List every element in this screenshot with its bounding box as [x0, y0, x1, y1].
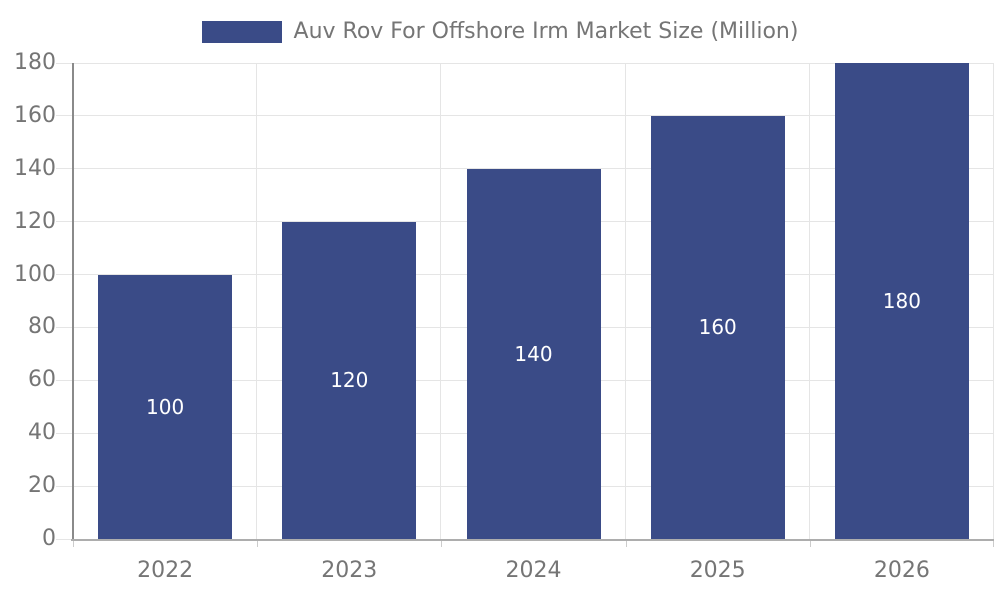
y-axis-tick — [56, 274, 73, 276]
y-axis-tick-label: 40 — [28, 420, 56, 446]
y-axis-tick — [56, 379, 73, 381]
x-axis-line — [71, 539, 994, 541]
gridline-horizontal — [73, 62, 994, 64]
y-axis-tick — [56, 168, 73, 170]
gridline-vertical — [808, 63, 810, 539]
x-axis-tick — [993, 539, 994, 547]
bar-2026: 180 — [834, 63, 969, 539]
bar-2025: 160 — [650, 115, 785, 539]
y-axis-line — [72, 63, 74, 541]
gridline-vertical — [256, 63, 258, 539]
x-axis-tick — [809, 539, 811, 547]
x-axis-tick — [441, 539, 443, 547]
bar-value-label: 160 — [698, 315, 737, 340]
legend-item[interactable]: Auv Rov For Offshore Irm Market Size (Mi… — [0, 17, 1000, 47]
y-axis-tick-label: 180 — [14, 50, 56, 75]
bar-value-label: 180 — [882, 289, 921, 313]
x-axis-tick — [625, 539, 627, 547]
legend-label: Auv Rov For Offshore Irm Market Size (Mi… — [293, 19, 799, 44]
y-axis-tick — [56, 432, 73, 434]
y-axis-tick-label: 60 — [28, 367, 56, 393]
bar-value-label: 120 — [330, 368, 369, 393]
y-axis-tick-label: 20 — [28, 473, 56, 499]
legend-swatch — [201, 21, 282, 43]
plot-area: 0 20 40 60 80 100 120 140 160 180 100 120 140 160 180 2… — [14, 52, 994, 583]
y-axis-tick-label: 120 — [14, 208, 56, 234]
x-axis-tick — [73, 539, 74, 547]
y-axis-tick — [56, 115, 73, 117]
bar-value-label: 140 — [514, 341, 553, 366]
gridline-horizontal — [73, 115, 994, 117]
y-axis-tick — [56, 62, 73, 64]
bar-2023: 120 — [282, 221, 417, 539]
bar-2022: 100 — [98, 274, 233, 539]
x-axis-category-label: 2024 — [505, 558, 562, 583]
bar-2024: 140 — [466, 168, 601, 539]
y-axis-tick-label: 100 — [14, 261, 56, 287]
y-axis-tick-label: 0 — [42, 526, 56, 551]
x-axis-tick — [257, 539, 259, 547]
y-axis-tick — [56, 538, 73, 540]
x-axis-category-label: 2026 — [873, 558, 930, 583]
x-axis-category-label: 2025 — [689, 558, 746, 583]
y-axis-tick-label: 160 — [14, 102, 56, 128]
x-axis-category-label: 2022 — [137, 558, 194, 583]
x-axis-category-label: 2023 — [321, 558, 378, 583]
y-axis-tick-label: 140 — [14, 155, 56, 181]
y-axis-tick — [56, 485, 73, 487]
gridline-vertical — [993, 63, 994, 539]
y-axis-tick-label: 80 — [28, 314, 56, 340]
gridline-vertical — [624, 63, 626, 539]
y-axis-tick — [56, 221, 73, 223]
gridline-vertical — [440, 63, 442, 539]
y-axis-tick — [56, 326, 73, 328]
bar-value-label: 100 — [146, 394, 185, 419]
